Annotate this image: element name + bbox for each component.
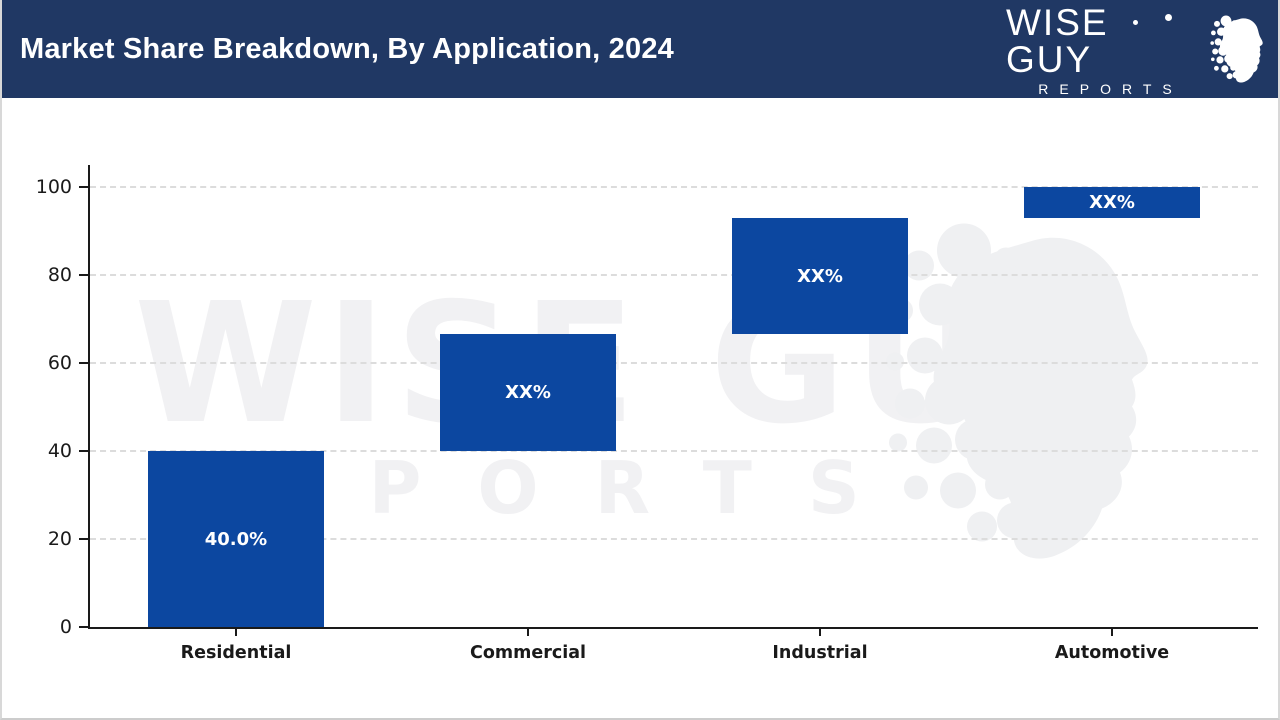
y-tick-label: 60 [47,352,72,374]
plot: 0 20 40 60 80 100 40.0% Residential XX% Commercia… [36,165,1258,663]
bar-value-label: XX% [505,382,551,404]
x-axis-tick [1111,629,1113,636]
logo-wordmark: WISE GUY [1006,2,1109,80]
gridline [90,186,1258,188]
header: Market Share Breakdown, By Application, … [2,0,1278,98]
y-tick-label: 0 [59,616,72,638]
x-axis-tick [527,629,529,636]
gridline [90,362,1258,364]
logo-dot-icon [1133,20,1138,25]
logo-text: WISE GUY REPORTS [1006,4,1204,96]
x-tick-label: Industrial [772,643,868,663]
head-profile-icon [1208,8,1268,92]
page-title: Market Share Breakdown, By Application, … [20,32,674,65]
y-axis-tick [79,538,88,540]
wise-guy-logo: WISE GUY REPORTS [1006,4,1268,96]
x-axis-tick [235,629,237,636]
y-tick-label: 80 [47,264,72,286]
x-tick-label: Residential [180,643,292,663]
logo-dot-icon [1165,14,1172,21]
bar-industrial: XX% [732,217,908,335]
gridline [90,450,1258,452]
gridline [90,274,1258,276]
bar-automotive: XX% [1024,187,1200,218]
y-tick-label: 40 [47,440,72,462]
y-axis-tick [79,186,88,188]
x-axis-tick [819,629,821,636]
bar-value-label: XX% [797,265,843,287]
bar-value-label: 40.0% [204,528,268,550]
gridline [90,538,1258,540]
bar-residential: 40.0% [148,451,324,627]
x-tick-label: Automotive [1054,643,1170,663]
y-axis-tick [79,626,88,628]
y-tick-label: 20 [47,528,72,550]
bar-commercial: XX% [440,334,616,451]
y-axis-tick [79,362,88,364]
y-axis-tick [79,274,88,276]
logo-subtext: REPORTS [1038,81,1183,97]
y-tick-label: 100 [35,176,72,198]
x-tick-label: Commercial [469,643,587,663]
bar-value-label: XX% [1089,191,1135,213]
y-axis-tick [79,450,88,452]
